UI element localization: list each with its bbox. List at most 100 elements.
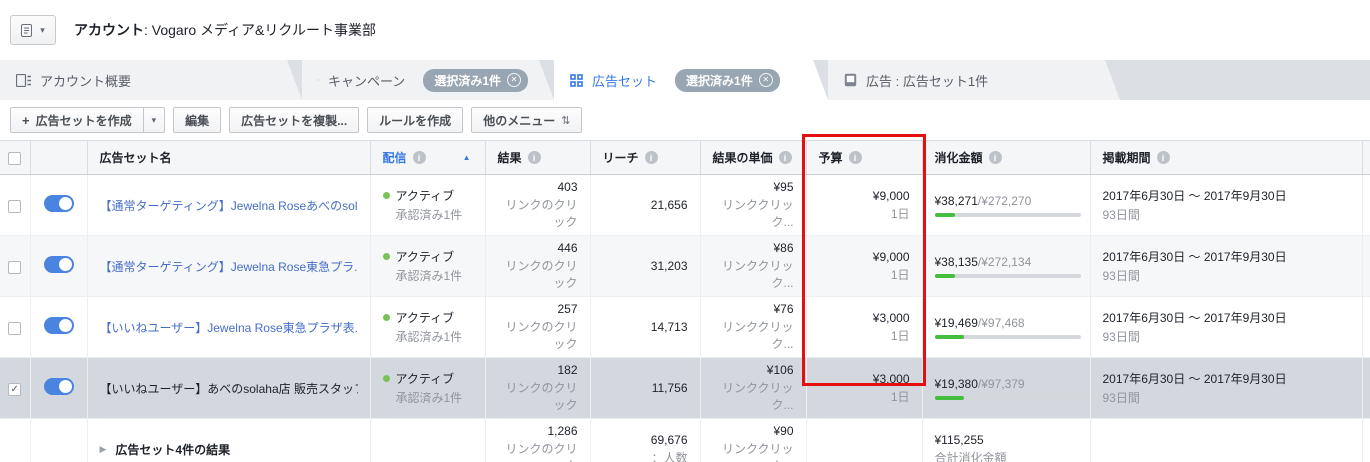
col-header-results[interactable]: 結果 i <box>485 140 591 175</box>
info-icon[interactable]: i <box>527 151 541 164</box>
create-adset-button[interactable]: + 広告セットを作成 <box>10 107 144 133</box>
delivery-cell: アクティブ 承認済み1件 <box>370 235 486 297</box>
tab-strip: アカウント概要 キャンペーン 選択済み1件 ✕ 広告セット 選択済み1件 <box>0 60 1370 100</box>
tab-account-overview[interactable]: アカウント概要 <box>0 60 302 100</box>
spent-total: /¥272,270 <box>977 193 1032 208</box>
budget-cell: ¥3,000 1日 <box>806 357 923 419</box>
reports-icon <box>21 23 33 37</box>
results-value: 403 <box>557 180 578 194</box>
results-cell: 446 リンクのクリック <box>485 235 591 297</box>
toolbar: + 広告セットを作成 ▾ 編集 広告セットを複製... ルールを作成 他のメニュ… <box>0 100 1370 140</box>
col-header-delivery[interactable]: 配信 i ▲ <box>370 140 486 175</box>
col-header-budget[interactable]: 予算 i <box>806 140 923 175</box>
checkbox-cell: ✓ <box>0 174 31 236</box>
tab-campaigns[interactable]: キャンペーン 選択済み1件 ✕ <box>302 60 554 100</box>
info-icon[interactable]: i <box>988 151 1002 164</box>
adset-name-link[interactable]: 【いいねユーザー】あべのsolaha店 販売スタッフ <box>99 381 358 396</box>
expand-right-icon[interactable]: ▶ <box>99 443 107 454</box>
cost-sub: リンククリック... <box>721 320 794 351</box>
spent-value: ¥19,469 <box>934 315 978 330</box>
col-label: 結果 <box>497 151 522 165</box>
adset-row[interactable]: ✓ 【通常ターゲティング】Jewelna Roseあべのsol... アクティブ… <box>0 174 1370 236</box>
schedule-cell: 2017年6月30日 ～ 2017年9月30日 93日間 <box>1090 174 1363 236</box>
edit-button[interactable]: 編集 <box>173 107 222 133</box>
caret-down-icon: ▾ <box>151 114 157 125</box>
progress-fill <box>934 212 955 217</box>
row-toggle[interactable] <box>43 378 74 395</box>
adset-row[interactable]: ✓ 【通常ターゲティング】Jewelna Rose東急プラ... アクティブ承認… <box>0 235 1370 297</box>
sort-updown-icon: ⇅ <box>561 114 571 127</box>
budget-value: ¥3,000 <box>872 371 910 386</box>
selected-count-badge: 選択済み1件 ✕ <box>675 69 780 92</box>
row-checkbox[interactable]: ✓ <box>8 199 22 213</box>
budget-sub: 1日 <box>890 389 910 404</box>
delivery-cell: アクティブ 承認済み1件 <box>370 174 486 236</box>
clear-selection-icon[interactable]: ✕ <box>759 73 773 87</box>
adset-name-link[interactable]: 【通常ターゲティング】Jewelna Rose東急プラ... <box>99 259 358 274</box>
results-sub: リンクのクリック <box>505 320 578 351</box>
spent-total: /¥97,379 <box>977 376 1025 391</box>
row-checkbox[interactable]: ✓ <box>8 321 22 335</box>
reach-value: 14,713 <box>650 320 688 334</box>
adset-name-link[interactable]: 【いいねユーザー】Jewelna Rose東急プラザ表... <box>99 320 358 335</box>
spent-value: ¥38,135 <box>934 254 978 269</box>
summary-row: ▶ 広告セット4件の結果 1,286 リンクのクリック 69,676 ：人数 ¥90 リ… <box>0 418 1370 462</box>
create-adset-dropdown-button[interactable]: ▾ <box>143 107 166 133</box>
clear-selection-icon[interactable]: ✕ <box>507 73 521 87</box>
more-menu-label: 他のメニュー <box>483 113 556 128</box>
spent-total-value: ¥115,255 <box>934 432 984 447</box>
info-icon[interactable]: i <box>1156 151 1170 164</box>
progress-bar <box>934 395 1081 400</box>
results-cell: 257 リンクのクリック <box>485 296 591 358</box>
cost-sub: リンククリック... <box>721 259 794 290</box>
spacer-cell <box>1362 357 1370 419</box>
schedule-sub: 93日間 <box>1102 208 1140 222</box>
col-label: 予算 <box>818 151 843 165</box>
info-icon[interactable]: i <box>412 151 426 164</box>
schedule-value: 2017年6月30日 ～ 2017年9月30日 <box>1102 372 1287 386</box>
row-toggle[interactable] <box>43 256 74 273</box>
col-header-spent[interactable]: 消化金額 i <box>922 140 1091 175</box>
tab-ads[interactable]: 広告 : 広告セット1件 <box>828 60 1120 100</box>
row-checkbox[interactable]: ✓ <box>8 260 22 274</box>
name-cell: 【いいねユーザー】Jewelna Rose東急プラザ表... <box>87 296 371 358</box>
row-toggle[interactable] <box>43 195 74 212</box>
col-header-reach[interactable]: リーチ i <box>590 140 701 175</box>
spacer-cell <box>1362 296 1370 358</box>
col-header-cost[interactable]: 結果の単価 i <box>700 140 807 175</box>
duplicate-adset-button[interactable]: 広告セットを複製... <box>229 107 360 133</box>
reach-value: 21,656 <box>650 198 688 212</box>
col-header-schedule[interactable]: 掲載期間 i <box>1090 140 1363 175</box>
create-adset-label: 広告セットを作成 <box>35 113 132 128</box>
spent-cell: ¥38,135/¥272,134 <box>922 235 1091 297</box>
name-cell: 【通常ターゲティング】Jewelna Rose東急プラ... <box>87 235 371 297</box>
tab-adsets[interactable]: 広告セット 選択済み1件 ✕ <box>554 60 828 100</box>
create-rule-button[interactable]: ルールを作成 <box>367 107 464 133</box>
row-checkbox[interactable]: ✓ <box>8 382 22 396</box>
more-menu-button[interactable]: 他のメニュー ⇅ <box>471 107 583 133</box>
row-toggle[interactable] <box>43 317 74 334</box>
selected-count-badge: 選択済み1件 ✕ <box>423 69 528 92</box>
info-icon[interactable]: i <box>778 151 792 164</box>
budget-sub: 1日 <box>890 267 910 282</box>
account-overview-icon <box>16 74 31 87</box>
info-icon[interactable]: i <box>644 151 658 164</box>
delivery-status: アクティブ <box>395 250 455 264</box>
delivery-cell <box>370 418 486 462</box>
col-header-name[interactable]: 広告セット名 <box>87 140 371 175</box>
adset-name-link[interactable]: 【通常ターゲティング】Jewelna Roseあべのsol... <box>99 198 358 213</box>
toggle-cell <box>30 174 88 236</box>
results-sub: リンクのクリック <box>505 381 578 412</box>
info-icon[interactable]: i <box>848 151 862 164</box>
account-menu-button[interactable]: ▾ <box>10 15 56 45</box>
select-all-checkbox[interactable]: ✓ <box>8 152 22 165</box>
tab-label: キャンペーン <box>327 73 406 89</box>
adset-row[interactable]: ✓ 【いいねユーザー】Jewelna Rose東急プラザ表... アクティブ承認… <box>0 296 1370 358</box>
progress-bar <box>934 273 1081 278</box>
delivery-cell: アクティブ 承認済み1件 <box>370 357 486 419</box>
adset-row[interactable]: ✓ 【いいねユーザー】あべのsolaha店 販売スタッフ アクティブ 承認済み1件… <box>0 357 1370 419</box>
progress-fill <box>934 395 964 400</box>
progress-bar <box>934 334 1081 339</box>
budget-value: ¥9,000 <box>872 188 910 203</box>
